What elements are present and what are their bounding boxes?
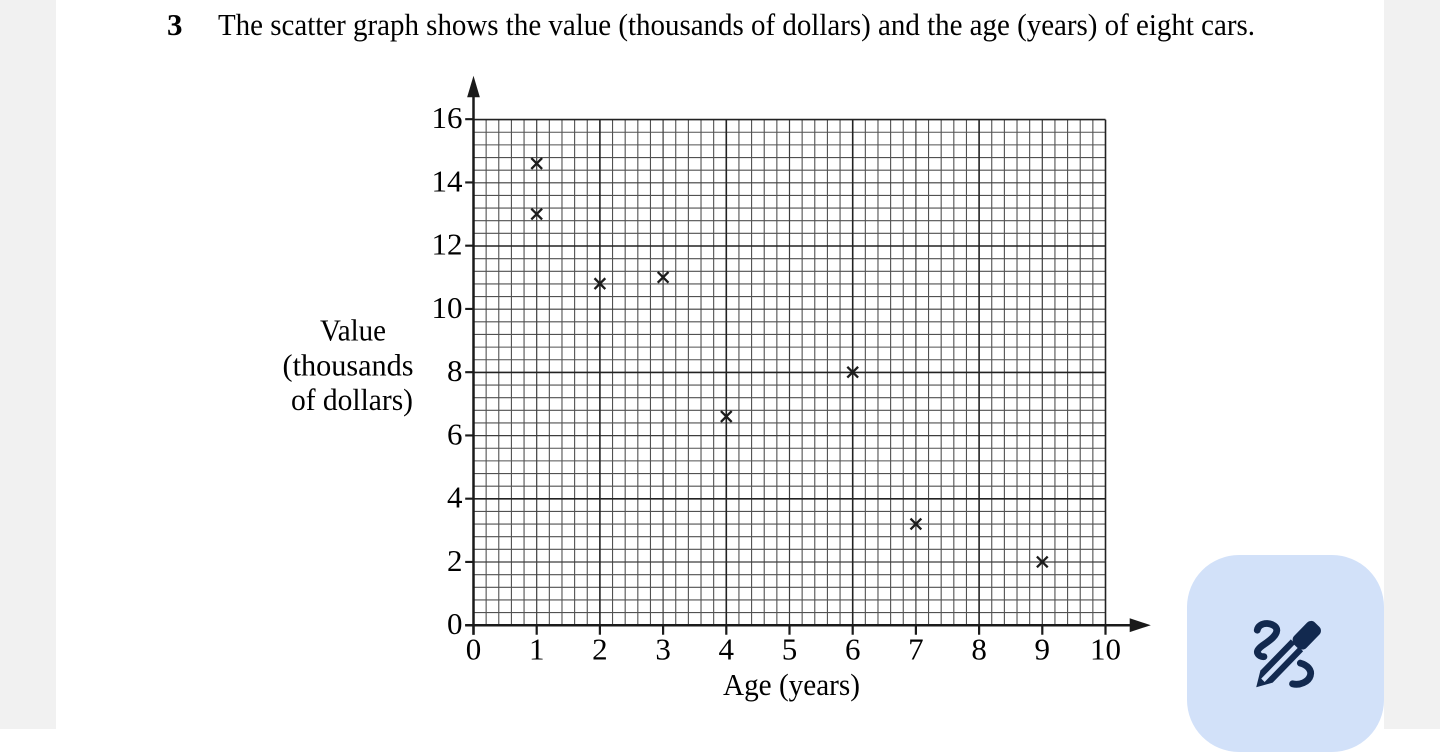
svg-text:8: 8 <box>971 632 987 667</box>
svg-text:The scatter graph shows the va: The scatter graph shows the value (thous… <box>218 7 1255 42</box>
svg-text:4: 4 <box>447 480 463 515</box>
svg-text:16: 16 <box>432 100 463 135</box>
svg-text:12: 12 <box>432 227 463 262</box>
svg-text:3: 3 <box>655 632 671 667</box>
svg-text:1: 1 <box>529 632 545 667</box>
svg-text:0: 0 <box>447 606 463 641</box>
svg-text:3: 3 <box>167 7 183 42</box>
svg-text:of dollars): of dollars) <box>291 382 413 417</box>
svg-text:Age (years): Age (years) <box>723 667 860 702</box>
svg-text:8: 8 <box>447 353 463 388</box>
svg-text:10: 10 <box>432 290 463 325</box>
svg-text:0: 0 <box>466 632 482 667</box>
svg-text:7: 7 <box>908 632 924 667</box>
svg-text:10: 10 <box>1090 632 1121 667</box>
svg-text:9: 9 <box>1035 632 1051 667</box>
svg-text:5: 5 <box>782 632 798 667</box>
svg-text:Value: Value <box>320 313 386 348</box>
svg-text:6: 6 <box>447 417 463 452</box>
svg-text:4: 4 <box>719 632 735 667</box>
svg-text:(thousands: (thousands <box>283 348 414 383</box>
svg-text:6: 6 <box>845 632 861 667</box>
svg-text:14: 14 <box>432 164 464 199</box>
svg-text:2: 2 <box>592 632 608 667</box>
svg-text:2: 2 <box>447 543 463 578</box>
